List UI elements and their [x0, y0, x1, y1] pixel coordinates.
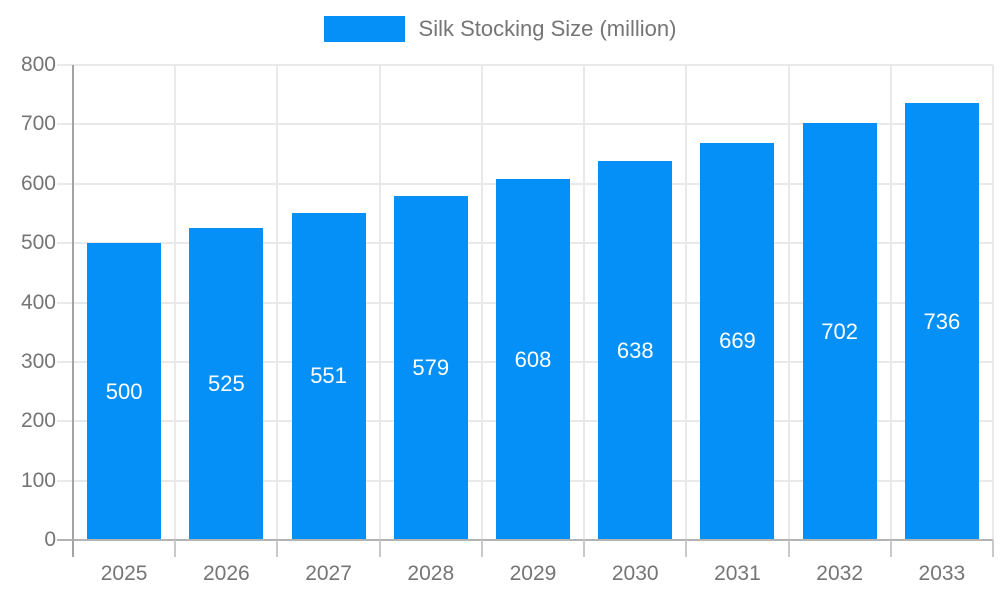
- x-axis-tick-label: 2029: [509, 562, 557, 585]
- bar[interactable]: [189, 228, 264, 539]
- x-axis-tick: [583, 540, 586, 557]
- y-axis-tick-label: 200: [20, 409, 56, 433]
- y-axis-line: [72, 65, 74, 557]
- x-gridline: [685, 65, 688, 540]
- legend-item[interactable]: Silk Stocking Size (million): [0, 16, 1000, 42]
- x-gridline: [480, 65, 483, 540]
- x-gridline: [276, 65, 279, 540]
- x-gridline: [889, 65, 892, 540]
- x-gridline: [992, 65, 994, 540]
- bar[interactable]: [87, 243, 162, 539]
- bar[interactable]: [291, 212, 366, 539]
- bar[interactable]: [802, 123, 877, 539]
- y-gridline: [57, 64, 993, 66]
- x-axis-tick: [276, 540, 279, 557]
- x-axis-tick-label: 2032: [816, 562, 864, 585]
- bar[interactable]: [904, 103, 979, 539]
- bar[interactable]: [598, 161, 673, 539]
- legend-swatch-icon: [323, 16, 405, 42]
- y-axis-tick-label: 0: [44, 528, 56, 551]
- x-axis-tick: [787, 540, 790, 557]
- x-axis-tick-label: 2027: [305, 562, 352, 585]
- x-axis-tick-label: 2028: [407, 562, 455, 585]
- y-axis-tick-label: 400: [20, 290, 56, 314]
- x-axis-tick-label: 2026: [202, 562, 250, 585]
- y-axis-tick-label: 500: [20, 231, 56, 255]
- x-axis-tick: [174, 540, 177, 557]
- x-gridline: [787, 65, 790, 540]
- y-axis-tick-label: 800: [20, 53, 56, 76]
- x-axis-tick: [992, 540, 994, 557]
- legend-label: Silk Stocking Size (million): [418, 16, 677, 41]
- x-axis-tick-label: 2025: [100, 562, 148, 585]
- x-axis-tick: [480, 540, 483, 557]
- x-axis-tick: [378, 540, 381, 557]
- y-axis-tick-label: 100: [20, 468, 56, 492]
- bar[interactable]: [700, 142, 775, 539]
- x-axis-line: [57, 539, 993, 541]
- y-axis-tick-label: 700: [20, 112, 56, 136]
- y-axis-tick-label: 600: [20, 171, 56, 195]
- x-axis-tick: [685, 540, 688, 557]
- x-gridline: [583, 65, 586, 540]
- x-axis-tick: [889, 540, 892, 557]
- x-gridline: [378, 65, 381, 540]
- x-axis-tick-label: 2033: [918, 562, 966, 585]
- bar[interactable]: [393, 196, 468, 539]
- x-gridline: [174, 65, 177, 540]
- x-axis-tick-label: 2030: [611, 562, 659, 585]
- y-gridline: [57, 123, 993, 126]
- bar[interactable]: [496, 179, 570, 539]
- x-axis-tick-label: 2031: [714, 562, 761, 585]
- y-axis-tick-label: 300: [20, 349, 56, 373]
